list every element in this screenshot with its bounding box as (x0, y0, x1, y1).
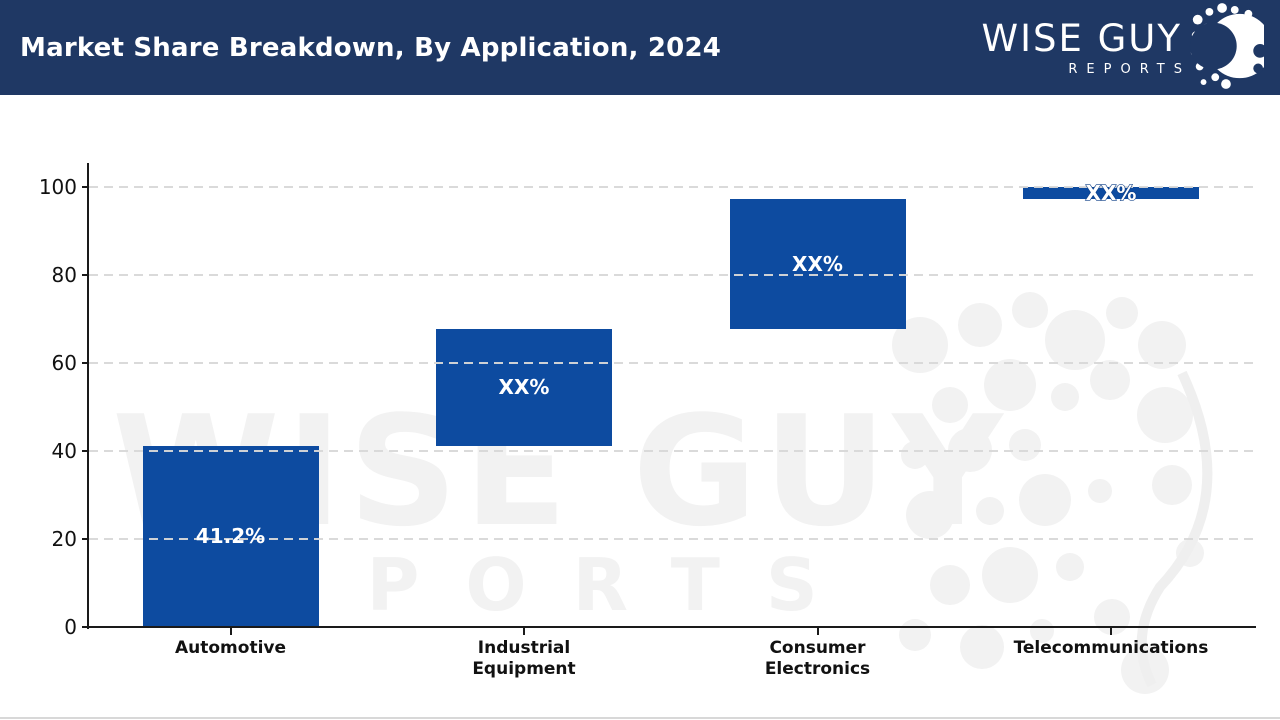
gridline-60 (89, 362, 1256, 364)
x-axis-category-label: Telecommunications (1013, 638, 1209, 658)
gridline-80 (89, 274, 1256, 276)
x-axis-tick-3 (1110, 628, 1112, 635)
x-axis-tick-2 (816, 628, 819, 635)
y-axis-label-60: 60 (51, 351, 77, 375)
brand-logo-text: WISE GUY REPORTS (982, 20, 1182, 76)
y-axis-label-20: 20 (51, 527, 77, 551)
header-bar: Market Share Breakdown, By Application, … (0, 0, 1280, 95)
x-axis-category-label: Automotive (174, 638, 287, 658)
y-axis-tick-40 (82, 450, 89, 452)
page-title: Market Share Breakdown, By Application, … (20, 32, 722, 63)
x-axis-tick-1 (523, 628, 525, 635)
watermark-face-icon (892, 292, 1213, 694)
bar-automotive (142, 445, 319, 627)
y-axis-tick-60 (82, 362, 89, 364)
bar-telecommunications (1023, 187, 1199, 199)
y-axis-label-100: 100 (38, 175, 77, 199)
x-axis-tick-0 (229, 628, 232, 635)
y-axis-label-40: 40 (51, 439, 77, 463)
brand-logo: WISE GUY REPORTS (982, 2, 1280, 94)
y-axis-tick-100 (82, 186, 89, 188)
bar-value-label: XX% (792, 251, 843, 276)
gridline-40 (89, 450, 1256, 452)
brand-subtitle: REPORTS (1068, 61, 1191, 77)
brand-face-icon (1182, 2, 1272, 94)
gridline-20 (89, 538, 1256, 540)
bottom-divider (0, 717, 1280, 719)
x-axis-line (87, 626, 1256, 628)
bar-value-label: XX% (498, 375, 550, 400)
bar-consumer-electronics (729, 198, 906, 329)
bar-industrial-equipment (436, 328, 612, 446)
y-axis-tick-0 (82, 626, 89, 628)
bar-value-label: XX% (1085, 180, 1137, 205)
gridline-100 (89, 186, 1256, 188)
x-axis-category-label: Consumer Electronics (764, 638, 871, 679)
y-axis-tick-80 (82, 274, 89, 276)
brand-name: WISE GUY (981, 16, 1182, 60)
x-axis-category-label: Industrial Equipment (472, 638, 576, 679)
bar-value-label: 41.2% (195, 524, 266, 549)
y-axis-label-0: 0 (64, 615, 77, 639)
y-axis-label-80: 80 (51, 263, 77, 287)
y-axis-line (87, 163, 89, 629)
y-axis-tick-20 (82, 538, 89, 540)
